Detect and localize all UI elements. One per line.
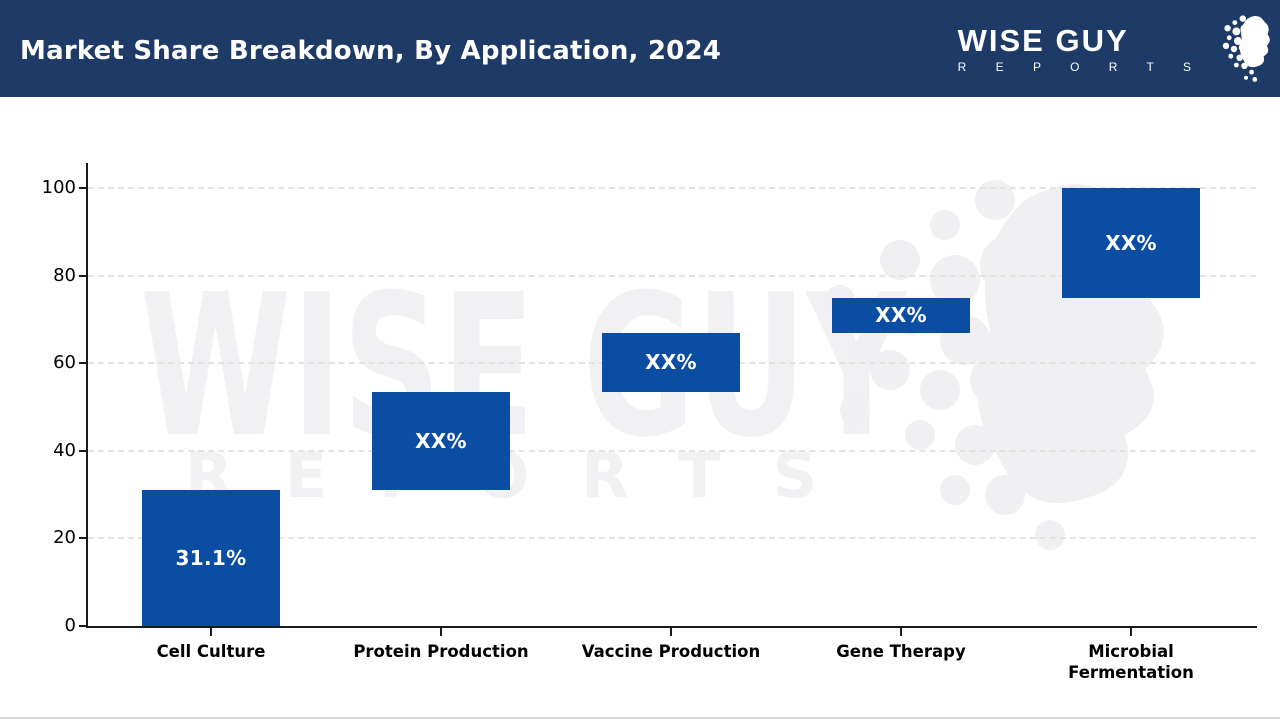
- x-axis-tick: [900, 628, 902, 636]
- y-axis-line: [86, 163, 88, 627]
- y-axis-tick: [79, 274, 87, 277]
- bar-value-label: XX%: [875, 303, 927, 328]
- x-axis-label: Vaccine Production: [581, 642, 761, 661]
- x-axis-line: [86, 626, 1257, 628]
- header-band: Market Share Breakdown, By Application, …: [0, 0, 1280, 97]
- gridline: [88, 537, 1256, 540]
- chart-title: Market Share Breakdown, By Application, …: [20, 36, 722, 66]
- x-axis-tick: [1130, 628, 1132, 636]
- y-axis-tick: [79, 362, 87, 365]
- watermark-wordmark: WISE GUY: [140, 253, 907, 481]
- bottom-border-line: [0, 717, 1280, 719]
- x-axis-tick: [440, 628, 442, 636]
- x-axis-label: Gene Therapy: [836, 642, 966, 661]
- y-axis-tick: [79, 449, 87, 452]
- bar-value-label: XX%: [645, 350, 697, 375]
- y-axis-tick-label: 0: [64, 615, 76, 636]
- logo-subtitle: R E P O R T S: [957, 60, 1204, 74]
- bar-value-label: 31.1%: [175, 545, 247, 570]
- gridline: [88, 449, 1256, 452]
- y-axis-tick: [79, 537, 87, 540]
- x-axis-label: Cell Culture: [156, 642, 266, 661]
- watermark-head-icon: [825, 180, 1164, 550]
- bar-value-label: XX%: [415, 428, 467, 453]
- x-axis-label: Microbial Fermentation: [1068, 642, 1194, 682]
- y-axis-tick: [79, 187, 87, 189]
- bar-value-label: XX%: [1105, 230, 1157, 255]
- y-axis-tick: [79, 625, 87, 627]
- x-axis-tick: [210, 628, 212, 636]
- y-axis-tick-label: 40: [53, 439, 76, 461]
- gridline: [88, 274, 1256, 277]
- y-axis-tick-label: 20: [53, 527, 76, 549]
- x-axis-tick: [670, 628, 672, 636]
- wise-guy-logo: WISE GUY R E P O R T S: [958, 8, 1270, 90]
- bar-protein-production: XX%: [372, 392, 510, 490]
- bar-gene-therapy: XX%: [832, 297, 970, 333]
- gridline: [88, 187, 1256, 189]
- bar-microbial-fermentation: XX%: [1062, 188, 1200, 298]
- y-axis-tick-label: 100: [41, 177, 76, 198]
- y-axis-tick-label: 80: [53, 264, 76, 286]
- x-axis-label: Protein Production: [353, 642, 529, 661]
- bar-cell-culture: 31.1%: [142, 489, 280, 626]
- logo-wordmark: WISE GUY: [957, 23, 1129, 58]
- logo-head-icon: [1222, 15, 1270, 82]
- y-axis-tick-label: 60: [53, 352, 76, 374]
- bar-vaccine-production: XX%: [602, 332, 740, 393]
